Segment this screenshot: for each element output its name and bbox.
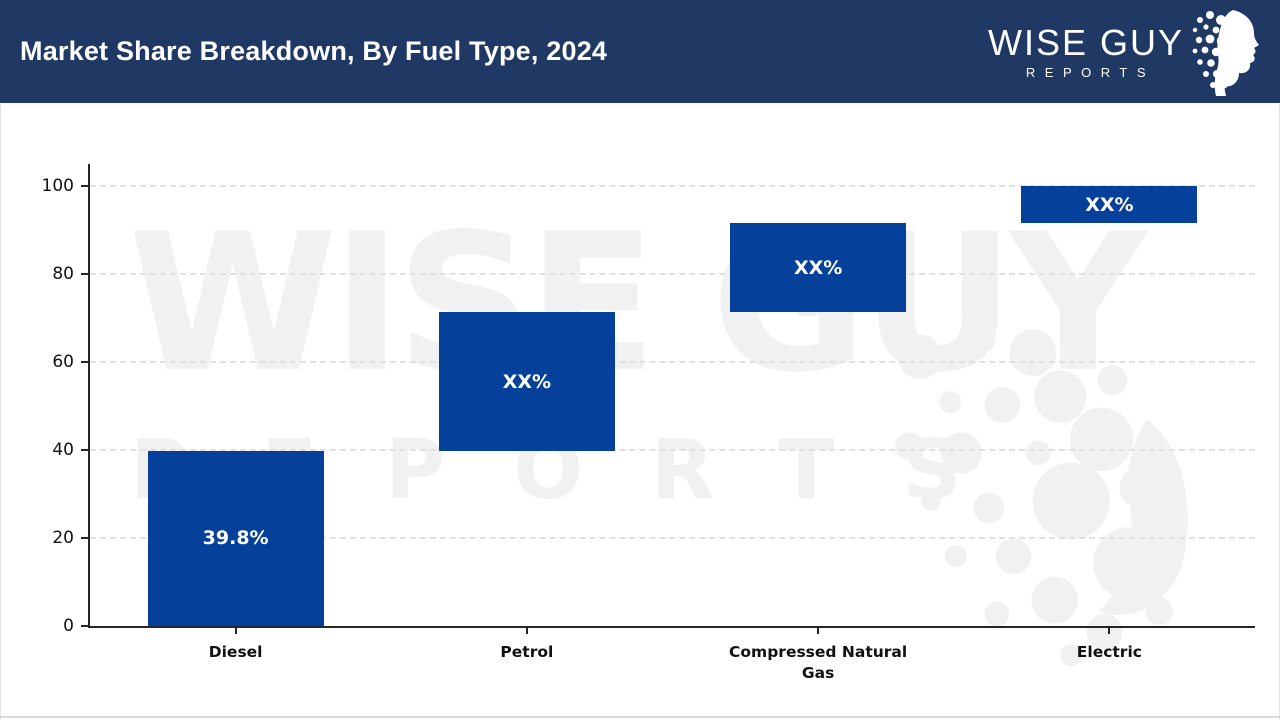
ytick-mark [81, 273, 88, 275]
bar: 39.8% [147, 450, 324, 626]
bar-value-label: XX% [793, 256, 843, 279]
xtick-mark [234, 626, 237, 634]
logo-subtitle: REPORTS [1025, 64, 1156, 80]
page-title: Market Share Breakdown, By Fuel Type, 20… [20, 36, 608, 66]
xtick-label: Compressed Natural Gas [729, 643, 908, 682]
logo-text: WISE GUY REPORTS [987, 21, 1184, 80]
bar-value-label: XX% [1085, 193, 1134, 216]
ytick-mark [81, 185, 88, 187]
header: Market Share Breakdown, By Fuel Type, 20… [0, 0, 1280, 103]
ytick-label: 20 [52, 528, 74, 548]
bottom-edge-line [0, 716, 1280, 718]
bar-value-label: 39.8% [202, 527, 269, 550]
xtick-mark [1108, 626, 1111, 634]
ytick-label: 0 [63, 616, 74, 636]
ytick-label: 100 [41, 176, 74, 196]
chart-region: WISE GUY REPORTS 0 20 40 60 80 100 39.8% Diesel… [0, 103, 1280, 716]
gridline [90, 449, 1255, 451]
ytick-label: 80 [52, 264, 74, 284]
left-edge-line [0, 103, 1, 720]
ytick-mark [81, 625, 88, 627]
xtick-mark [525, 626, 528, 634]
logo-wordmark: WISE GUY [987, 21, 1184, 63]
ytick-mark [81, 537, 88, 539]
bar: XX% [730, 223, 907, 313]
gridline [90, 185, 1255, 187]
xtick-mark [817, 626, 820, 634]
gridline [90, 537, 1255, 539]
xtick-label: Petrol [500, 643, 554, 661]
logo-face-icon [1192, 9, 1259, 96]
ytick-mark [81, 361, 88, 363]
ytick-mark [81, 449, 88, 451]
watermark-wordmark: WISE GUY [128, 193, 1147, 414]
watermark-face-icon [895, 323, 1188, 667]
gridline [90, 273, 1255, 275]
logo: WISE GUY REPORTS [988, 8, 1262, 96]
xtick-label: Diesel [208, 643, 263, 661]
bar: XX% [438, 312, 615, 451]
ytick-label: 60 [52, 352, 74, 372]
plot-area: 0 20 40 60 80 100 39.8% Diesel XX% Petrol XX% Compr… [42, 164, 1255, 682]
xtick-label: Electric [1076, 643, 1142, 661]
gridline [90, 361, 1255, 363]
bar: XX% [1021, 186, 1198, 224]
bar-value-label: XX% [502, 370, 552, 393]
ytick-label: 40 [52, 440, 74, 460]
